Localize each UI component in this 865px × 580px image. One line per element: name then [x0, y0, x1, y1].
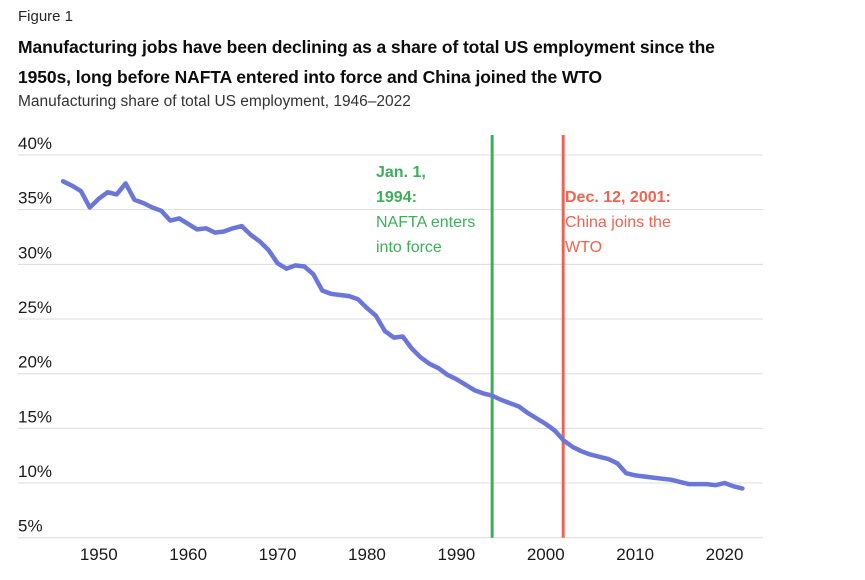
y-axis-tick-label: 20%: [18, 353, 52, 372]
nafta-annotation-date: 1994:: [376, 189, 417, 206]
x-axis-tick-label: 1950: [80, 545, 118, 564]
y-axis-tick-label: 15%: [18, 407, 52, 426]
x-axis-tick-label: 2000: [527, 545, 565, 564]
wto-annotation-date: Dec. 12, 2001:: [565, 189, 671, 206]
nafta-annotation-text: NAFTA enters: [376, 214, 476, 231]
x-axis-tick-label: 2010: [616, 545, 654, 564]
nafta-annotation-date: Jan. 1,: [376, 164, 426, 181]
x-axis-tick-label: 1980: [348, 545, 386, 564]
x-axis-tick-label: 1970: [259, 545, 297, 564]
x-axis-tick-label: 2020: [706, 545, 744, 564]
x-axis-tick-label: 1990: [437, 545, 475, 564]
wto-annotation: Dec. 12, 2001: China joins the WTO: [565, 185, 671, 260]
manufacturing-share-line: [60, 179, 745, 491]
figure-label: Figure 1: [18, 8, 74, 25]
chart-title-line-1: Manufacturing jobs have been declining a…: [18, 37, 715, 57]
wto-annotation-text: China joins the: [565, 214, 671, 231]
y-axis-tick-label: 35%: [18, 189, 52, 208]
chart-title: Manufacturing jobs have been declining a…: [18, 32, 838, 92]
chart-title-line-2: 1950s, long before NAFTA entered into fo…: [18, 67, 603, 87]
y-axis-tick-label: 5%: [18, 517, 43, 536]
nafta-annotation-text: into force: [376, 239, 442, 256]
x-axis-tick-label: 1960: [169, 545, 207, 564]
y-axis-tick-label: 40%: [18, 134, 52, 153]
y-axis-tick-label: 10%: [18, 462, 52, 481]
y-axis-tick-label: 30%: [18, 243, 52, 262]
y-axis-tick-label: 25%: [18, 298, 52, 317]
nafta-annotation: Jan. 1, 1994: NAFTA enters into force: [376, 160, 475, 260]
chart-subtitle: Manufacturing share of total US employme…: [18, 93, 411, 110]
wto-annotation-text: WTO: [565, 239, 603, 256]
